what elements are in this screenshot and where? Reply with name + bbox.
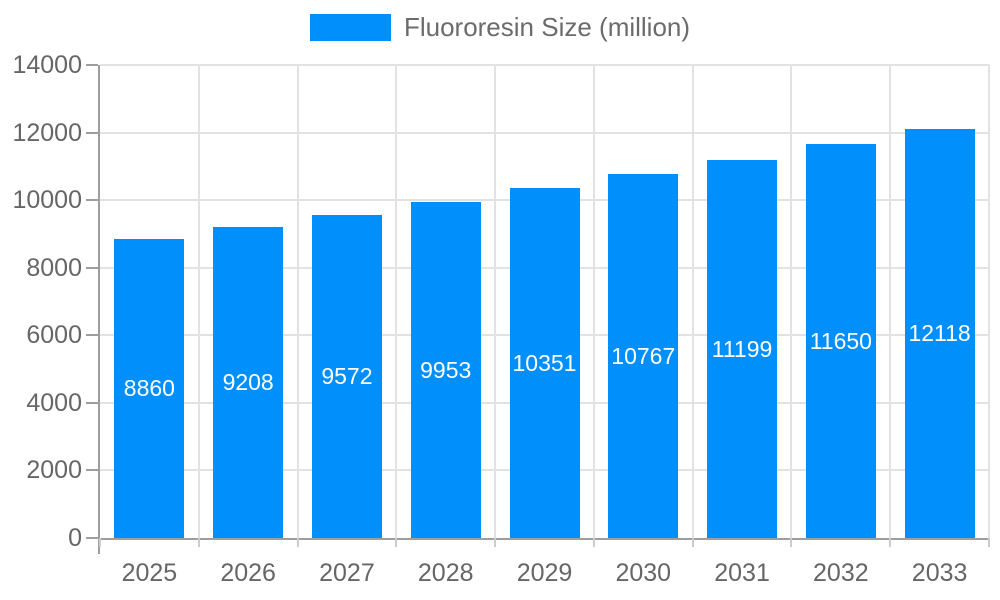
bar-2030[interactable]: 10767	[608, 174, 679, 538]
bar-value-label: 11650	[809, 328, 872, 355]
x-axis-tick	[197, 538, 200, 547]
bar-value-label: 9953	[420, 356, 472, 383]
plot-area: 8860 9208 9572 9953 10351 10767 11199 11650 1211…	[12, 53, 990, 586]
y-axis-label: 8000	[26, 253, 82, 282]
y-axis-label: 6000	[26, 321, 82, 350]
y-axis-tick	[86, 334, 98, 337]
y-axis-label: 0	[68, 524, 82, 552]
x-axis-label: 2030	[615, 559, 672, 587]
gridline-vertical	[296, 65, 299, 538]
bar-2027[interactable]: 9572	[311, 214, 382, 538]
y-axis-label: 4000	[26, 388, 82, 417]
bar-value-label: 9572	[321, 363, 373, 390]
bar-value-label: 9208	[222, 369, 274, 396]
gridline-horizontal	[100, 64, 989, 66]
x-axis-tick	[988, 538, 990, 547]
x-axis-tick	[395, 538, 398, 547]
x-axis-label: 2032	[813, 559, 869, 587]
x-axis-tick	[592, 538, 595, 547]
gridline-vertical	[494, 65, 497, 538]
bar-value-label: 10351	[512, 350, 577, 377]
gridline-vertical	[790, 65, 793, 538]
x-axis-label: 2029	[516, 559, 573, 587]
bar-2025[interactable]: 8860	[114, 238, 185, 538]
x-axis-tick	[790, 538, 793, 547]
bar-2033[interactable]: 12118	[904, 128, 975, 538]
bar-2028[interactable]: 9953	[410, 201, 481, 538]
x-axis-tick	[99, 538, 101, 547]
bar-2032[interactable]: 11650	[805, 144, 876, 538]
y-axis-label: 2000	[26, 456, 82, 485]
gridline-vertical	[592, 65, 595, 538]
bar-value-label: 8860	[123, 375, 175, 402]
x-axis-tick	[296, 538, 299, 547]
y-axis-label: 14000	[12, 51, 82, 79]
bar-value-label: 10767	[611, 343, 676, 370]
x-axis-label: 2033	[911, 559, 968, 587]
x-axis-label: 2027	[319, 559, 375, 587]
bar-value-label: 12118	[908, 320, 971, 347]
x-axis-label: 2026	[220, 559, 276, 587]
y-axis-label: 12000	[12, 118, 82, 147]
gridline-vertical	[197, 65, 200, 538]
legend-item[interactable]: Fluororesin Size (million)	[0, 14, 1000, 41]
y-axis-tick	[86, 537, 98, 539]
y-axis-label: 10000	[12, 186, 82, 215]
gridline-vertical	[988, 65, 990, 538]
y-axis-tick	[86, 266, 98, 269]
x-axis-tick	[691, 538, 694, 547]
gridline-vertical	[395, 65, 398, 538]
bar-value-label: 11199	[711, 335, 773, 362]
x-axis-tick	[494, 538, 497, 547]
y-axis-tick	[86, 64, 98, 66]
bar-2031[interactable]: 11199	[707, 159, 778, 538]
x-axis-label: 2031	[714, 559, 770, 587]
gridline-horizontal	[100, 131, 989, 134]
gridline-vertical	[889, 65, 892, 538]
bar-2026[interactable]: 9208	[213, 226, 284, 538]
legend-swatch-icon	[309, 14, 391, 41]
gridline-vertical	[691, 65, 694, 538]
x-axis-line	[98, 538, 989, 540]
legend-label: Fluororesin Size (million)	[403, 12, 691, 42]
y-axis-tick	[86, 401, 98, 404]
bar-2029[interactable]: 10351	[509, 188, 580, 538]
y-axis-line	[98, 65, 100, 554]
y-axis-tick	[86, 131, 98, 134]
x-axis-label: 2025	[121, 559, 178, 587]
y-axis-tick	[86, 469, 98, 472]
x-axis-label: 2028	[417, 559, 474, 587]
y-axis-tick	[86, 199, 98, 202]
x-axis-tick	[889, 538, 892, 547]
